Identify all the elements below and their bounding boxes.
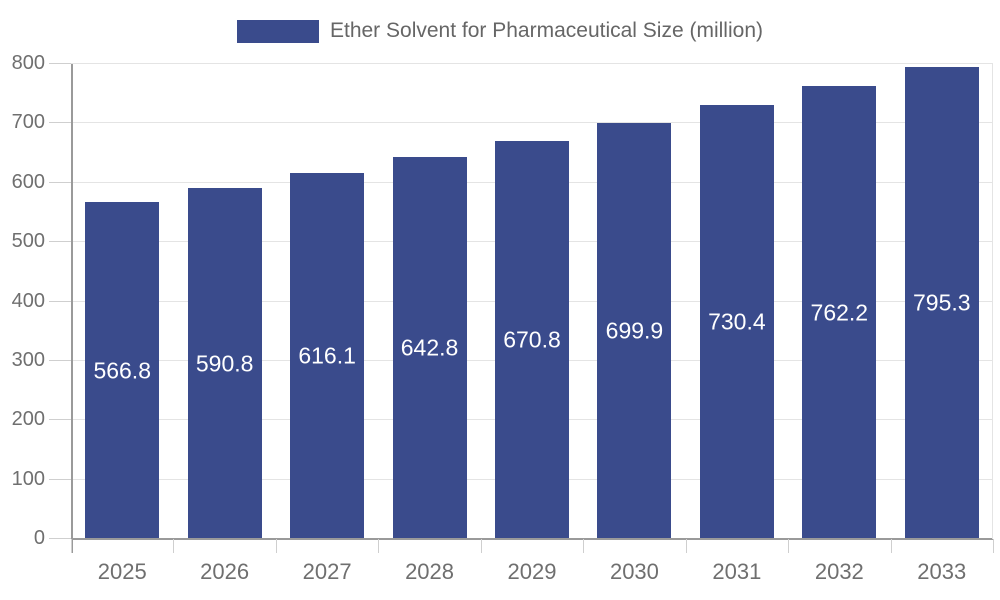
bar-value-label: 670.8 [503,326,561,353]
bar-2025[interactable]: 566.8 [85,202,160,539]
bar-2030[interactable]: 699.9 [597,123,672,539]
y-tick-label: 400 [11,289,45,312]
plot-area: 566.8 590.8 616.1 642.8 670.8 699.9 730.4 762.2… [71,63,993,553]
y-tick-label: 100 [11,467,45,490]
gridline-800 [71,63,993,64]
y-tick-label: 600 [11,170,45,193]
bar-value-label: 699.9 [605,317,664,344]
bar-2028[interactable]: 642.8 [392,157,467,539]
x-tick-mark [71,539,72,553]
x-tick-label-2028: 2028 [405,559,455,584]
bar-value-label: 642.8 [400,334,459,361]
y-tick-mark [49,300,71,302]
x-tick-mark [788,539,790,553]
y-tick-mark [49,122,71,124]
y-tick-mark [49,241,71,243]
bar-2026[interactable]: 590.8 [187,188,262,539]
y-tick-label: 800 [11,52,45,74]
x-tick-mark [993,539,994,553]
bar-2029[interactable]: 670.8 [495,140,569,539]
x-tick-label-2033: 2033 [917,559,967,584]
y-tick-mark [49,478,71,480]
y-axis-line [71,64,73,553]
x-tick-label-2032: 2032 [814,559,864,584]
bar-value-label: 762.2 [810,299,869,326]
y-tick-mark [49,359,71,361]
bar-2027[interactable]: 616.1 [290,173,365,539]
x-tick-label-2029: 2029 [507,559,557,584]
y-tick-label: 700 [11,111,45,134]
x-tick-label-2031: 2031 [712,559,762,584]
x-tick-mark [685,539,687,553]
y-tick-label: 200 [11,408,45,431]
legend[interactable]: Ether Solvent for Pharmaceutical Size (m… [0,17,1000,45]
x-tick-mark [480,539,482,553]
x-tick-label-2027: 2027 [302,559,352,584]
bar-2032[interactable]: 762.2 [802,86,877,539]
x-tick-label-2026: 2026 [200,559,250,584]
gridline-700 [71,122,993,124]
bar-2031[interactable]: 730.4 [699,105,774,539]
plot-right-border [992,64,993,539]
y-tick-mark [49,419,71,421]
x-tick-mark [173,539,175,553]
bar-value-label: 730.4 [708,308,766,335]
bar-value-label: 616.1 [298,342,356,369]
x-tick-label-2025: 2025 [97,559,147,584]
x-axis-line [71,538,993,540]
y-tick-label: 500 [11,230,45,253]
bar-value-label: 795.3 [912,289,971,316]
x-tick-label-2030: 2030 [609,559,659,584]
legend-label: Ether Solvent for Pharmaceutical Size (m… [329,19,763,42]
legend-swatch[interactable] [236,19,319,43]
bar-value-label: 590.8 [195,350,254,377]
x-tick-mark [583,539,585,553]
x-tick-mark [275,539,277,553]
bar-2033[interactable]: 795.3 [904,66,979,539]
bar-value-label: 566.8 [93,357,151,384]
y-tick-mark [49,63,71,64]
x-tick-mark [378,539,380,553]
y-tick-label: 0 [33,527,45,549]
y-tick-mark [49,538,71,539]
y-tick-mark [49,181,71,183]
x-tick-mark [890,539,892,553]
y-tick-label: 300 [11,348,45,371]
